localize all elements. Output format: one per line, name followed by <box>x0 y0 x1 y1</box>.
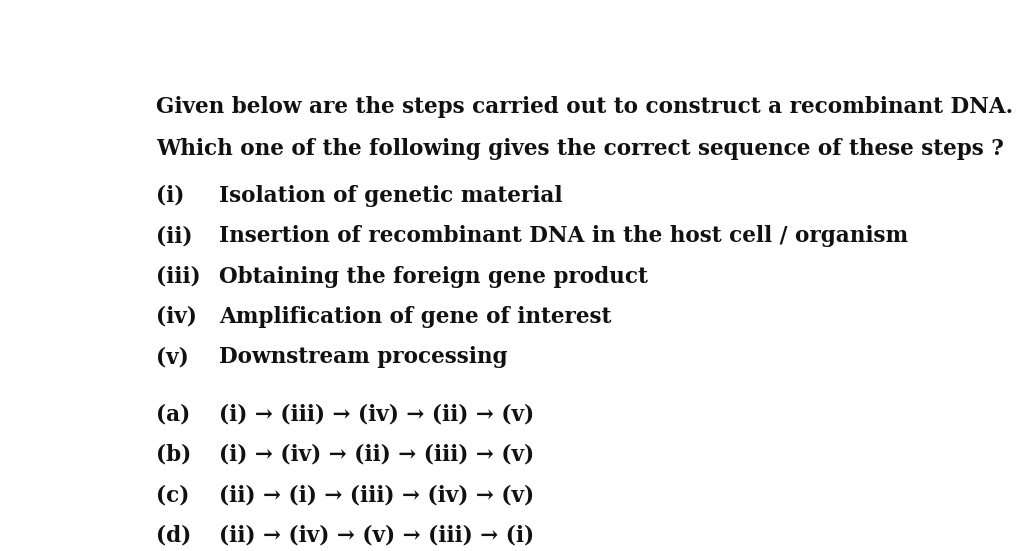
Text: Downstream processing: Downstream processing <box>219 346 508 368</box>
Text: (i): (i) <box>156 185 184 207</box>
Text: Isolation of genetic material: Isolation of genetic material <box>219 185 563 207</box>
Text: Amplification of gene of interest: Amplification of gene of interest <box>219 306 611 328</box>
Text: (v): (v) <box>156 346 188 368</box>
Text: (a): (a) <box>156 403 190 425</box>
Text: Which one of the following gives the correct sequence of these steps ?: Which one of the following gives the cor… <box>156 138 1004 160</box>
Text: (d): (d) <box>156 525 191 547</box>
Text: Given below are the steps carried out to construct a recombinant DNA.: Given below are the steps carried out to… <box>156 96 1013 118</box>
Text: (b): (b) <box>156 444 191 466</box>
Text: (c): (c) <box>156 484 189 506</box>
Text: (iv): (iv) <box>156 306 197 328</box>
Text: Insertion of recombinant DNA in the host cell / organism: Insertion of recombinant DNA in the host… <box>219 225 908 247</box>
Text: (ii) → (iv) → (v) → (iii) → (i): (ii) → (iv) → (v) → (iii) → (i) <box>219 525 535 547</box>
Text: (i) → (iii) → (iv) → (ii) → (v): (i) → (iii) → (iv) → (ii) → (v) <box>219 403 535 425</box>
Text: (ii) → (i) → (iii) → (iv) → (v): (ii) → (i) → (iii) → (iv) → (v) <box>219 484 535 506</box>
Text: (iii): (iii) <box>156 266 201 288</box>
Text: (i) → (iv) → (ii) → (iii) → (v): (i) → (iv) → (ii) → (iii) → (v) <box>219 444 535 466</box>
Text: Obtaining the foreign gene product: Obtaining the foreign gene product <box>219 266 648 288</box>
Text: (ii): (ii) <box>156 225 193 247</box>
